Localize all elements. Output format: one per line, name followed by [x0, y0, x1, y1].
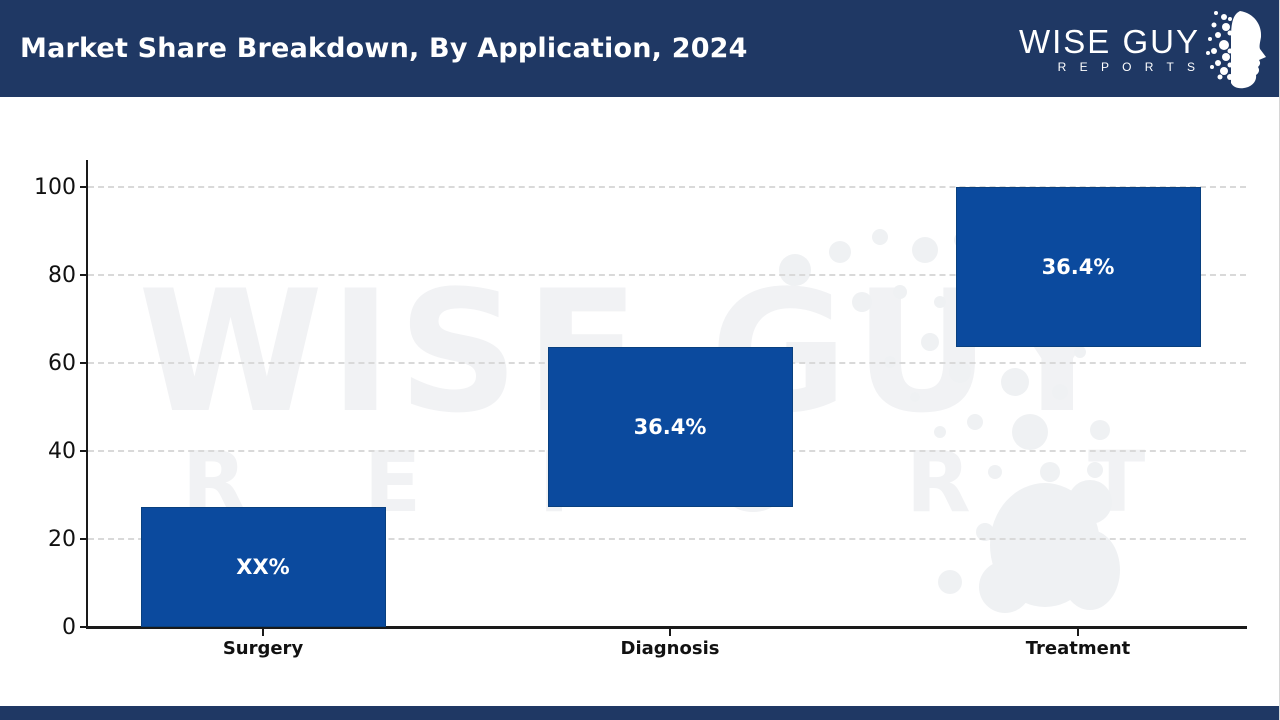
x-category-label: Diagnosis [620, 638, 720, 659]
bar-value-label: 36.4% [1041, 255, 1115, 280]
y-tick-mark [80, 450, 88, 452]
x-tick-mark [262, 629, 264, 636]
y-tick-mark [80, 362, 88, 364]
x-category-label: Surgery [222, 638, 304, 659]
y-tick-mark [80, 626, 88, 628]
y-tick-mark [80, 186, 88, 188]
bar-diagnosis: 36.4% [547, 347, 793, 508]
y-tick-mark [80, 274, 88, 276]
y-tick-label: 100 [34, 175, 76, 200]
y-tick-label: 40 [48, 439, 76, 464]
x-category-label: Treatment [1025, 638, 1131, 659]
bar-treatment: 36.4% [955, 187, 1201, 348]
wiseguy-head-icon [1206, 10, 1266, 88]
footer-bar [0, 706, 1280, 720]
gridline [88, 274, 1246, 276]
y-tick-label: 20 [48, 527, 76, 552]
x-tick-mark [1077, 629, 1079, 636]
page-title: Market Share Breakdown, By Application, … [20, 33, 748, 64]
y-tick-label: 60 [48, 351, 76, 376]
wiseguy-logo: WISE GUY R E P O R T S [1019, 5, 1280, 93]
y-tick-label: 0 [62, 615, 76, 640]
y-tick-label: 80 [48, 263, 76, 288]
logo-wordmark: WISE GUY [1018, 22, 1200, 60]
bar-value-label: 36.4% [633, 415, 707, 440]
gridline [88, 186, 1246, 188]
bar-surgery: XX% [140, 507, 386, 627]
x-tick-mark [669, 629, 671, 636]
x-axis-line [86, 626, 1247, 629]
header-bar: Market Share Breakdown, By Application, … [0, 0, 1280, 97]
bar-value-label: XX% [236, 555, 290, 580]
y-axis-line [86, 160, 88, 629]
logo-subtitle: R E P O R T S [1057, 59, 1200, 74]
y-tick-mark [80, 538, 88, 540]
gridline [88, 538, 1246, 540]
